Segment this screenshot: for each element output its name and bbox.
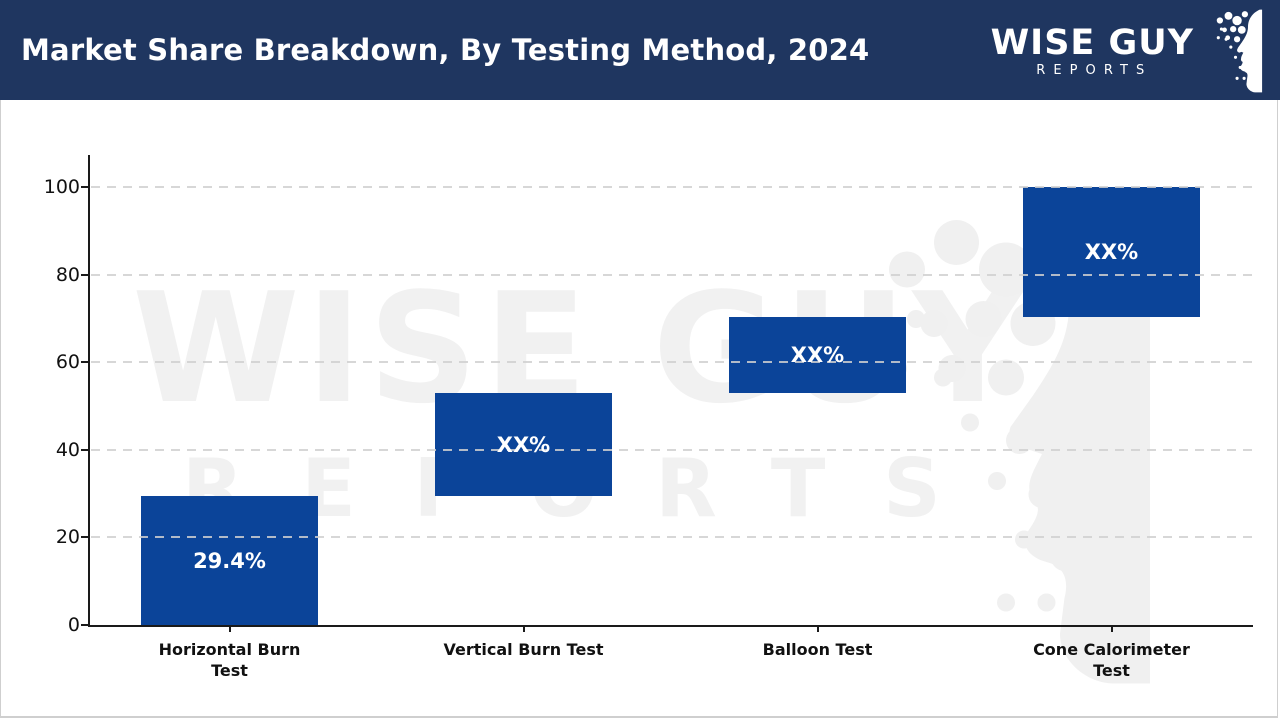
logo-wiseguy-label: WISE GUY <box>990 23 1194 63</box>
x-tick-mark-2 <box>522 627 525 632</box>
x-category-label-line: Vertical Burn Test <box>443 640 604 659</box>
gridline-100 <box>91 186 1253 188</box>
y-tick-label-20: 20 <box>55 526 80 549</box>
x-axis-line <box>88 625 1253 627</box>
x-category-label-line: Balloon Test <box>762 640 873 659</box>
y-tick-mark-60 <box>81 361 88 364</box>
y-tick-mark-0 <box>81 624 88 626</box>
gridline-60 <box>91 361 1253 364</box>
y-tick-label-40: 40 <box>55 438 80 461</box>
page-title: Market Share Breakdown, By Testing Metho… <box>21 33 870 67</box>
bar-value-label-2: XX% <box>496 432 551 457</box>
gridline-80 <box>91 273 1253 276</box>
bar-value-label-1: 29.4% <box>193 548 266 573</box>
chart-area: WISE GUY REPORTS 02040608010029.4%Horizo… <box>0 100 1280 720</box>
logo-text: WISE GUY REPORTS <box>991 24 1194 78</box>
logo-reports-label: REPORTS <box>1036 63 1153 78</box>
x-category-label-3: Balloon Test <box>703 639 933 660</box>
y-axis-line <box>88 155 90 627</box>
x-category-label-line: Test <box>211 661 248 680</box>
x-category-label-line: Cone Calorimeter <box>1033 640 1190 659</box>
y-tick-label-0: 0 <box>67 614 80 636</box>
header-bar: Market Share Breakdown, By Testing Metho… <box>0 0 1280 100</box>
x-tick-mark-4 <box>1110 627 1113 632</box>
bar-2 <box>435 392 612 497</box>
wise-guy-face-icon <box>1180 8 1266 94</box>
y-tick-mark-40 <box>81 448 88 451</box>
y-tick-mark-100 <box>81 186 88 188</box>
bar-value-label-3: XX% <box>790 342 845 367</box>
x-category-label-line: Horizontal Burn <box>158 640 301 659</box>
bar-value-label-4: XX% <box>1084 239 1139 264</box>
x-category-label-1: Horizontal Burn Test <box>115 639 345 681</box>
y-tick-mark-20 <box>81 536 88 539</box>
bar-3 <box>729 316 906 393</box>
bar-4 <box>1023 187 1200 317</box>
y-tick-label-100: 100 <box>43 176 80 198</box>
y-tick-label-80: 80 <box>55 263 80 286</box>
y-tick-label-60: 60 <box>55 351 80 374</box>
x-category-label-2: Vertical Burn Test <box>409 639 639 660</box>
bar-1 <box>141 496 318 625</box>
gridline-40 <box>91 448 1253 451</box>
x-tick-mark-3 <box>816 627 819 632</box>
x-tick-mark-1 <box>228 627 231 632</box>
y-tick-mark-80 <box>81 273 88 276</box>
wise-guy-logo: WISE GUY REPORTS <box>991 8 1266 94</box>
x-category-label-4: Cone Calorimeter Test <box>997 639 1227 681</box>
x-category-label-line: Test <box>1093 661 1130 680</box>
gridline-20 <box>91 536 1253 539</box>
